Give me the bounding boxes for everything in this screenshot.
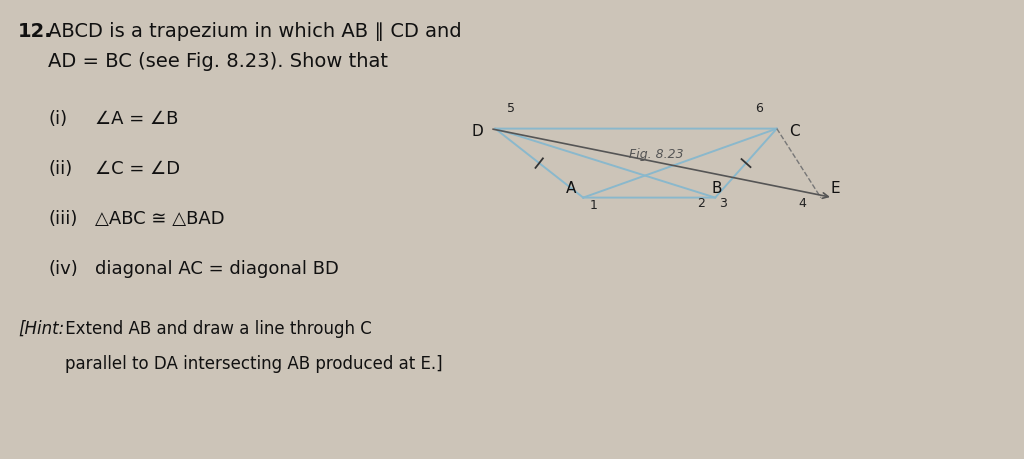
Text: 6: 6 xyxy=(755,101,763,114)
Text: △ABC ≅ △BAD: △ABC ≅ △BAD xyxy=(95,210,224,228)
Text: 4: 4 xyxy=(799,196,807,209)
Text: (iv): (iv) xyxy=(48,259,78,277)
Text: 2: 2 xyxy=(697,196,706,209)
Text: (ii): (ii) xyxy=(48,160,73,178)
Text: 3: 3 xyxy=(719,196,727,209)
Text: D: D xyxy=(471,124,483,139)
Text: E: E xyxy=(830,180,841,195)
Text: [Hint:: [Hint: xyxy=(18,319,65,337)
Text: diagonal AC = diagonal BD: diagonal AC = diagonal BD xyxy=(95,259,339,277)
Text: Extend AB and draw a line through C: Extend AB and draw a line through C xyxy=(18,319,372,337)
Text: AD = BC (see Fig. 8.23). Show that: AD = BC (see Fig. 8.23). Show that xyxy=(48,52,388,71)
Text: 1: 1 xyxy=(589,198,597,211)
Text: parallel to DA intersecting AB produced at E.]: parallel to DA intersecting AB produced … xyxy=(65,354,442,372)
Text: ∠C = ∠D: ∠C = ∠D xyxy=(95,160,180,178)
Text: Fig. 8.23: Fig. 8.23 xyxy=(629,147,683,160)
Text: ABCD is a trapezium in which AB ∥ CD and: ABCD is a trapezium in which AB ∥ CD and xyxy=(48,22,462,41)
Text: A: A xyxy=(566,180,577,195)
Text: B: B xyxy=(712,180,723,195)
Text: 12.: 12. xyxy=(18,22,52,41)
Text: (iii): (iii) xyxy=(48,210,78,228)
Text: (i): (i) xyxy=(48,110,68,128)
Text: ∠A = ∠B: ∠A = ∠B xyxy=(95,110,178,128)
Text: 5: 5 xyxy=(507,101,515,114)
Text: C: C xyxy=(788,124,800,139)
